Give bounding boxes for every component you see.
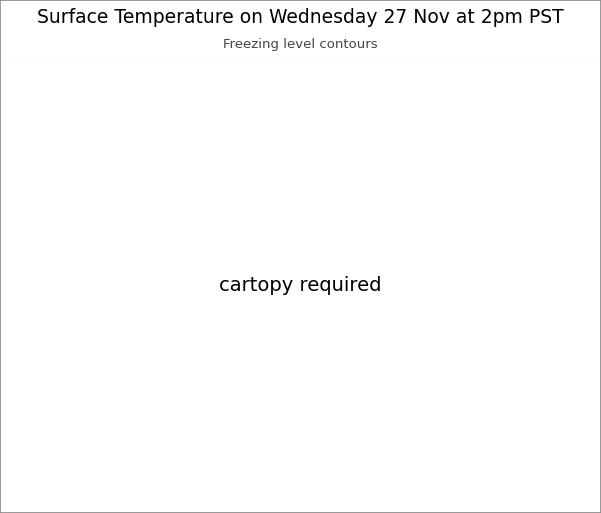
Text: Freezing level contours: Freezing level contours	[223, 38, 378, 51]
Text: cartopy required: cartopy required	[219, 275, 382, 295]
Text: Surface Temperature on Wednesday 27 Nov at 2pm PST: Surface Temperature on Wednesday 27 Nov …	[37, 8, 564, 27]
